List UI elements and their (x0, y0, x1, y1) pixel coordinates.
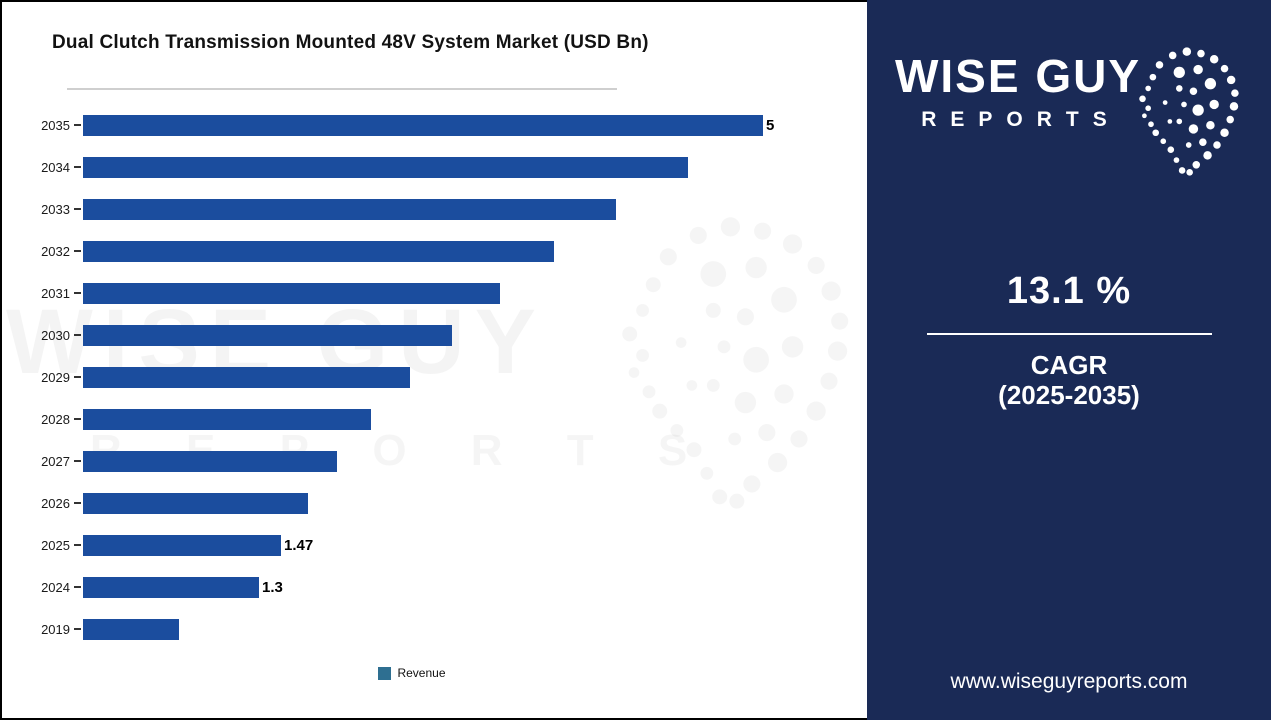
chart-title: Dual Clutch Transmission Mounted 48V Sys… (52, 32, 649, 53)
y-axis-label: 2029 (41, 369, 70, 385)
title-underline (67, 88, 617, 90)
cagr-label: CAGR (1030, 350, 1108, 380)
revenue-bar (83, 534, 281, 556)
bar-row: 2033 (24, 188, 867, 230)
bar-row: 2025 1.47 (24, 524, 867, 566)
bar-row: 2028 (24, 398, 867, 440)
legend-label-revenue: Revenue (397, 666, 446, 680)
y-tick-mark (74, 124, 81, 126)
revenue-bar (83, 156, 688, 178)
y-tick-mark (74, 586, 81, 588)
y-axis-label: 2032 (41, 243, 70, 259)
y-axis-label: 2034 (41, 159, 70, 175)
legend: Revenue (2, 666, 822, 680)
revenue-bar (83, 408, 371, 430)
chart-area: WISE GUY R E P O R T S Dual Clutch Trans… (0, 0, 867, 720)
y-tick-mark (74, 166, 81, 168)
y-axis-label: 2028 (41, 411, 70, 427)
bar-row: 2026 (24, 482, 867, 524)
y-tick-mark (74, 292, 81, 294)
revenue-bar (83, 114, 763, 136)
revenue-bar (83, 618, 179, 640)
logo-wise-guy-text: WISE GUY (894, 50, 1142, 102)
y-axis-label: 2025 (41, 537, 70, 553)
y-axis-label: 2030 (41, 327, 70, 343)
revenue-bar (83, 366, 410, 388)
y-tick-mark (74, 418, 81, 420)
bar-row: 2029 (24, 356, 867, 398)
bar-value-label: 1.3 (262, 578, 283, 596)
logo-text: WISE GUY REPORTS (895, 52, 1141, 132)
y-tick-mark (74, 628, 81, 630)
revenue-bar (83, 198, 616, 220)
bar-row: 2034 (24, 146, 867, 188)
bar-row: 2019 (24, 608, 867, 650)
y-tick-mark (74, 502, 81, 504)
y-tick-mark (74, 376, 81, 378)
bar-value-label: 1.47 (284, 536, 314, 554)
brand-panel: WISE GUY REPORTS 13.1 % CAGR (2025-2035)… (867, 0, 1271, 720)
y-tick-mark (74, 460, 81, 462)
wise-guy-reports-logo: WISE GUY REPORTS (895, 47, 1243, 178)
y-axis-label: 2031 (41, 285, 70, 301)
y-axis-label: 2033 (41, 201, 70, 217)
revenue-bar (83, 282, 500, 304)
y-tick-mark (74, 208, 81, 210)
bar-value-label: 5 (766, 116, 775, 134)
y-axis-label: 2024 (41, 579, 70, 595)
logo-reports-text: REPORTS (921, 108, 1121, 132)
bar-row: 2032 (24, 230, 867, 272)
revenue-bar (83, 240, 554, 262)
y-tick-mark (74, 250, 81, 252)
revenue-bar (83, 492, 308, 514)
bar-plot: 2035 5 2034 2033 2032 2031 2030 2029 2028 2027 202… (2, 104, 867, 650)
y-axis-label: 2019 (41, 621, 70, 637)
bar-row: 2030 (24, 314, 867, 356)
revenue-bar (83, 576, 259, 598)
y-axis-label: 2027 (41, 453, 70, 469)
bar-row: 2027 (24, 440, 867, 482)
cagr-block: 13.1 % CAGR (2025-2035) (926, 270, 1212, 411)
logo-head-dots-icon (1139, 47, 1239, 176)
y-tick-mark (74, 544, 81, 546)
cagr-period: (2025-2035) (998, 379, 1140, 410)
cagr-divider (926, 333, 1212, 335)
legend-swatch-revenue (378, 666, 392, 680)
cagr-value: 13.1 % (1006, 270, 1132, 312)
revenue-bar (83, 450, 337, 472)
y-axis-label: 2026 (41, 495, 70, 511)
y-tick-mark (74, 334, 81, 336)
y-axis-label: 2035 (41, 117, 70, 133)
revenue-bar (83, 324, 452, 346)
bar-row: 2024 1.3 (24, 566, 867, 608)
bar-row: 2035 5 (24, 104, 867, 146)
website-url: www.wiseguyreports.com (950, 670, 1188, 693)
bar-row: 2031 (24, 272, 867, 314)
